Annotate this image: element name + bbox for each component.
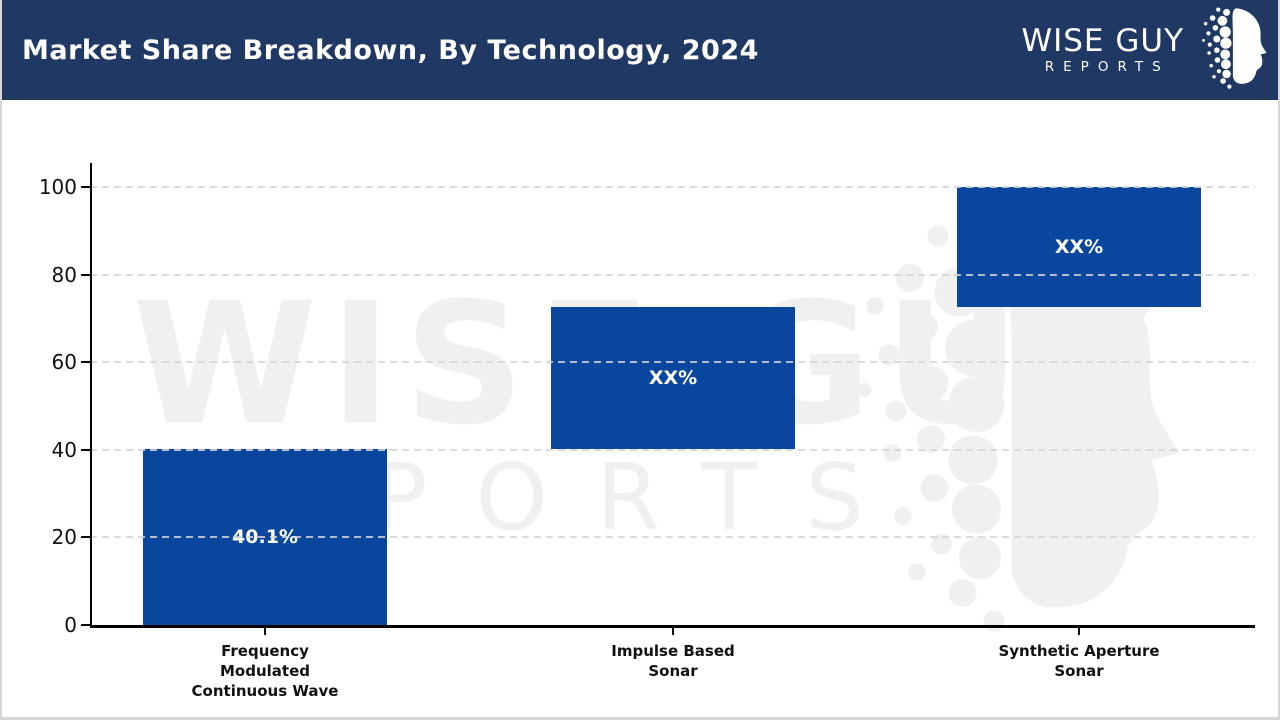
x-category-label-line: Sonar (1054, 662, 1104, 680)
y-tick-80 (81, 273, 90, 276)
y-tick-100 (81, 186, 90, 188)
bar-value-label-3: XX% (1054, 236, 1104, 258)
y-axis-line (90, 163, 92, 627)
logo-wordmark: WISE GUY (1021, 22, 1184, 59)
gridline-60 (90, 361, 1255, 364)
x-tick-2 (672, 627, 674, 635)
x-category-label-line: Sonar (648, 662, 698, 680)
bar-value-label-2: XX% (648, 367, 698, 390)
chart-title: Market Share Breakdown, By Technology, 2… (22, 34, 759, 66)
x-category-label-3: Synthetic Aperture Sonar (909, 641, 1249, 681)
x-category-label-line: Continuous Wave (191, 682, 339, 700)
y-tick-label-0: 0 (64, 613, 77, 637)
logo-face-icon (1202, 7, 1267, 89)
logo-text: WISE GUY REPORTS (1021, 24, 1184, 75)
gridline-80 (90, 273, 1255, 276)
x-category-label-2: Impulse Based Sonar (503, 641, 843, 681)
x-category-label-line: Synthetic Aperture (998, 642, 1160, 660)
gridline-20 (90, 536, 1255, 539)
x-category-label-1: Frequency Modulated Continuous Wave (95, 641, 435, 701)
y-tick-label-60: 60 (51, 350, 77, 375)
x-tick-3 (1078, 627, 1080, 635)
chart-canvas: WISE GUY REPORTS 02040608010040.1%XX%XX%… (2, 100, 1278, 717)
header-band: Market Share Breakdown, By Technology, 2… (2, 0, 1278, 100)
y-tick-label-40: 40 (51, 437, 77, 462)
y-tick-label-20: 20 (51, 525, 77, 550)
x-category-label-line: Modulated (220, 662, 310, 680)
bar-segment-2: XX% (551, 307, 795, 450)
x-tick-1 (264, 627, 266, 635)
y-tick-label-100: 100 (38, 175, 77, 199)
y-tick-0 (81, 624, 90, 626)
gridline-100 (90, 186, 1255, 188)
gridline-40 (90, 448, 1255, 451)
y-tick-40 (81, 448, 90, 451)
x-category-label-line: Frequency (221, 642, 309, 660)
y-tick-label-80: 80 (51, 262, 77, 287)
y-tick-20 (81, 536, 90, 539)
logo-subtitle: REPORTS (1044, 59, 1170, 76)
y-tick-60 (81, 361, 90, 364)
bar-segment-3: XX% (957, 187, 1201, 307)
x-category-label-line: Impulse Based (611, 642, 735, 660)
wiseguy-logo: WISE GUY REPORTS (1021, 4, 1270, 95)
x-axis-line (90, 625, 1255, 628)
